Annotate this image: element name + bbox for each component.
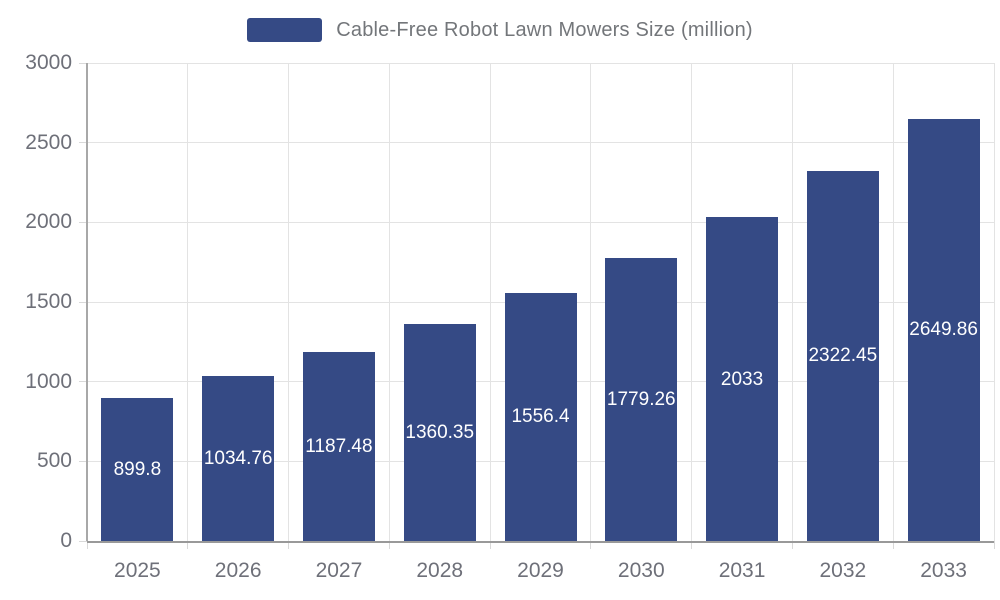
x-axis-tick bbox=[187, 541, 189, 549]
y-axis-tick bbox=[79, 301, 87, 303]
bar-2025[interactable]: 899.8 bbox=[101, 397, 174, 541]
x-axis-tick-label: 2026 bbox=[214, 559, 262, 582]
y-axis-tick bbox=[79, 540, 87, 542]
x-axis-line bbox=[87, 541, 994, 543]
y-axis-tick-label: 3000 bbox=[25, 51, 72, 74]
y-axis-tick bbox=[79, 221, 87, 223]
v-gridline bbox=[489, 63, 491, 541]
y-axis-tick bbox=[79, 381, 87, 383]
bar-value-label: 2322.45 bbox=[808, 345, 878, 367]
x-axis-tick bbox=[791, 541, 793, 549]
y-axis-tick bbox=[79, 460, 87, 462]
bar-2026[interactable]: 1034.76 bbox=[202, 376, 275, 541]
x-axis-tick-label: 2032 bbox=[819, 559, 867, 582]
bar-2028[interactable]: 1360.35 bbox=[403, 324, 476, 541]
h-gridline bbox=[87, 221, 994, 223]
x-axis-tick bbox=[86, 541, 88, 549]
y-axis-tick bbox=[79, 142, 87, 144]
x-axis-tick-label: 2027 bbox=[315, 559, 363, 582]
bar-value-label: 2033 bbox=[720, 368, 764, 390]
v-gridline bbox=[791, 63, 793, 541]
bar-value-label: 1360.35 bbox=[405, 422, 475, 444]
v-gridline bbox=[691, 63, 693, 541]
y-axis-tick-label: 500 bbox=[36, 449, 72, 473]
legend-label[interactable]: Cable-Free Robot Lawn Mowers Size (milli… bbox=[336, 18, 753, 41]
y-axis-tick-label: 1000 bbox=[25, 369, 72, 393]
v-gridline bbox=[388, 63, 390, 541]
v-gridline bbox=[993, 63, 995, 541]
x-axis-tick bbox=[388, 541, 390, 549]
v-gridline bbox=[892, 63, 894, 541]
x-axis-tick-label: 2028 bbox=[416, 559, 464, 582]
y-axis-tick-label: 2000 bbox=[25, 210, 72, 234]
v-gridline bbox=[187, 63, 189, 541]
bar-value-label: 2649.86 bbox=[909, 319, 978, 341]
y-axis-tick-label: 0 bbox=[60, 529, 72, 552]
plot-area: 0 500 1000 1500 2000 2500 3000 899.8 2025 1034.76… bbox=[25, 51, 995, 582]
y-axis-line bbox=[86, 63, 88, 541]
y-axis-tick-label: 2500 bbox=[25, 130, 72, 154]
legend: Cable-Free Robot Lawn Mowers Size (milli… bbox=[0, 18, 1000, 42]
bar-2027[interactable]: 1187.48 bbox=[302, 351, 375, 541]
bar-value-label: 1556.4 bbox=[511, 406, 570, 428]
x-axis-tick bbox=[892, 541, 894, 549]
bar-value-label: 1779.26 bbox=[606, 388, 676, 410]
bar-2029[interactable]: 1556.4 bbox=[504, 293, 577, 541]
v-gridline bbox=[590, 63, 592, 541]
bar-value-label: 1034.76 bbox=[203, 448, 273, 470]
legend-swatch[interactable] bbox=[247, 18, 323, 42]
x-axis-tick-label: 2029 bbox=[517, 559, 564, 582]
y-axis-tick bbox=[79, 62, 87, 64]
bar-2030[interactable]: 1779.26 bbox=[605, 257, 678, 541]
h-gridline bbox=[87, 142, 994, 144]
x-axis-tick bbox=[288, 541, 290, 549]
y-axis-tick-label: 1500 bbox=[25, 290, 72, 313]
x-axis-tick-label: 2031 bbox=[718, 559, 766, 582]
bar-value-label: 899.8 bbox=[113, 458, 162, 480]
bar-2032[interactable]: 2322.45 bbox=[806, 170, 879, 541]
bar-value-label: 1187.48 bbox=[305, 435, 373, 457]
x-axis-tick bbox=[691, 541, 693, 549]
bar-2033[interactable]: 2649.86 bbox=[907, 118, 980, 541]
x-axis-tick bbox=[590, 541, 592, 549]
v-gridline bbox=[288, 63, 290, 541]
x-axis-tick bbox=[993, 541, 995, 549]
h-gridline bbox=[87, 62, 994, 64]
x-axis-tick-label: 2025 bbox=[114, 559, 161, 582]
x-axis-tick-label: 2033 bbox=[920, 559, 967, 582]
x-axis-tick-label: 2030 bbox=[617, 559, 665, 582]
x-axis-tick bbox=[489, 541, 491, 549]
bar-2031[interactable]: 2033 bbox=[706, 217, 779, 541]
